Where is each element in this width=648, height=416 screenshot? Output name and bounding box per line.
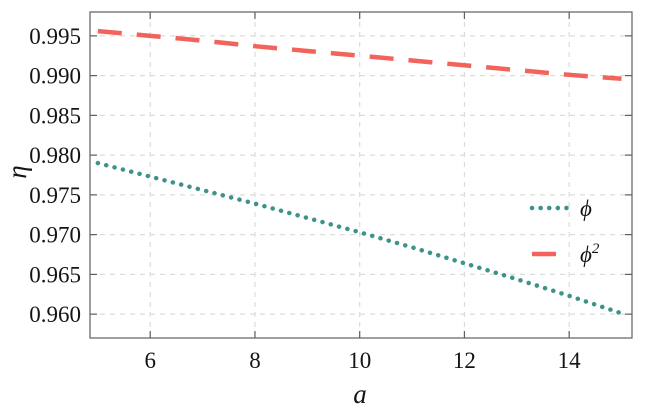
y-tick-label: 0.980 <box>29 143 81 168</box>
legend-label-exponent: 2 <box>592 241 600 257</box>
gridlines <box>90 12 632 338</box>
tick-labels: 6 8 10 12 14 0.960 0.965 0.970 0.975 0.980 0.985 0.… <box>29 24 581 373</box>
axis-ticks <box>90 12 632 338</box>
x-axis-label: a <box>353 379 367 409</box>
x-tick-label: 8 <box>249 348 261 373</box>
series-line-dashed <box>97 28 622 82</box>
y-axis-label: η <box>2 165 32 178</box>
plot-frame <box>89 11 633 339</box>
x-tick-label: 14 <box>558 348 582 373</box>
y-tick-label: 0.975 <box>29 183 81 208</box>
legend: ϕ ϕ2 <box>529 196 600 267</box>
x-tick-label: 12 <box>453 348 476 373</box>
y-tick-label: 0.970 <box>29 223 81 248</box>
y-tick-label: 0.965 <box>29 262 81 287</box>
frame-rect <box>89 11 633 339</box>
legend-label: ϕ <box>580 196 592 221</box>
y-tick-label: 0.985 <box>29 103 81 128</box>
y-tick-label: 0.960 <box>29 302 81 327</box>
y-tick-label: 0.995 <box>29 24 81 49</box>
y-tick-label: 0.990 <box>29 64 81 89</box>
x-tick-label: 6 <box>144 348 156 373</box>
x-tick-label: 10 <box>348 348 371 373</box>
data-series <box>95 28 624 316</box>
legend-label: ϕ2 <box>580 241 600 267</box>
